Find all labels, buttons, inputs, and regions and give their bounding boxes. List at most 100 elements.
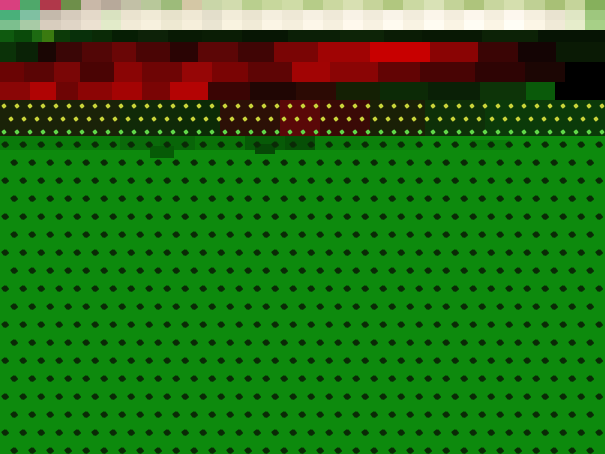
dotted-band-segment bbox=[320, 100, 370, 136]
photo-block bbox=[302, 20, 323, 30]
photo-block bbox=[363, 0, 384, 10]
dotted-band-segment bbox=[370, 100, 425, 136]
glitch-cell bbox=[0, 30, 14, 42]
photo-block bbox=[302, 10, 323, 20]
glitch-cell bbox=[168, 30, 202, 42]
field-color-blotches bbox=[0, 136, 605, 454]
glitch-cell bbox=[478, 42, 518, 62]
photo-block bbox=[524, 0, 545, 10]
photo-block-row bbox=[0, 10, 605, 20]
photo-block bbox=[363, 20, 384, 30]
photo-block bbox=[342, 10, 364, 20]
glitch-cell bbox=[138, 30, 168, 42]
photo-block bbox=[504, 10, 525, 20]
photo-block bbox=[121, 0, 142, 10]
glitch-cell bbox=[212, 62, 248, 82]
photo-block bbox=[80, 10, 101, 20]
photo-block bbox=[141, 10, 162, 20]
photo-block bbox=[181, 10, 202, 20]
glitch-cell bbox=[318, 42, 370, 62]
photo-block bbox=[544, 10, 565, 20]
photo-block bbox=[262, 0, 283, 10]
glitch-cell bbox=[556, 42, 605, 62]
photo-block bbox=[141, 0, 162, 10]
photo-block bbox=[0, 20, 21, 30]
glitch-cell bbox=[296, 82, 336, 100]
field-blotch bbox=[255, 144, 275, 154]
photo-block bbox=[484, 0, 505, 10]
photo-block bbox=[484, 10, 505, 20]
glitch-cell bbox=[78, 82, 112, 100]
photo-block bbox=[161, 20, 182, 30]
field-blotch bbox=[0, 136, 120, 150]
photo-block bbox=[40, 20, 61, 30]
photo-block bbox=[20, 10, 41, 20]
dotted-transition-band bbox=[0, 100, 605, 136]
field-blotch bbox=[195, 136, 245, 150]
glitch-cell bbox=[32, 30, 42, 42]
photo-block bbox=[100, 0, 122, 10]
glitch-cell bbox=[420, 62, 475, 82]
glitch-cell bbox=[538, 30, 605, 42]
photo-block bbox=[524, 20, 545, 30]
photo-block bbox=[584, 20, 605, 30]
green-mark-field bbox=[0, 136, 605, 454]
photo-block bbox=[423, 20, 444, 30]
photo-block bbox=[302, 0, 323, 10]
glitch-cell bbox=[250, 82, 296, 100]
photo-block bbox=[584, 0, 605, 10]
glitch-cell bbox=[248, 62, 292, 82]
glitch-cell bbox=[136, 42, 170, 62]
photo-block bbox=[100, 10, 122, 20]
photo-block bbox=[463, 0, 485, 10]
glitch-cell bbox=[112, 30, 138, 42]
glitch-cell bbox=[430, 42, 478, 62]
photo-block bbox=[60, 0, 81, 10]
glitch-cell bbox=[82, 42, 112, 62]
photo-block bbox=[242, 20, 263, 30]
photo-block bbox=[181, 20, 202, 30]
photo-block bbox=[322, 20, 343, 30]
glitch-cell bbox=[370, 42, 430, 62]
photo-block bbox=[423, 0, 444, 10]
photo-block bbox=[342, 0, 364, 10]
photo-block bbox=[564, 20, 585, 30]
glitch-cell bbox=[336, 82, 380, 100]
dotted-band-segment bbox=[485, 100, 605, 136]
glitch-cell bbox=[38, 42, 56, 62]
glitch-cell bbox=[42, 30, 54, 42]
glitch-cell bbox=[0, 62, 24, 82]
photo-block bbox=[20, 20, 41, 30]
photo-block bbox=[40, 10, 61, 20]
photo-block bbox=[282, 10, 303, 20]
photo-block bbox=[80, 0, 101, 10]
dotted-band-background bbox=[0, 100, 605, 136]
photo-block bbox=[423, 10, 444, 20]
glitch-cell bbox=[202, 30, 242, 42]
photo-block bbox=[463, 10, 485, 20]
dotted-band-segment bbox=[120, 100, 180, 136]
photo-block bbox=[443, 0, 464, 10]
field-blotch bbox=[420, 136, 605, 150]
glitch-cell bbox=[518, 42, 556, 62]
glitch-cell bbox=[422, 30, 482, 42]
photo-block bbox=[221, 10, 243, 20]
photo-block bbox=[504, 20, 525, 30]
pixelated-photo-strip bbox=[0, 0, 605, 30]
photo-block bbox=[443, 10, 464, 20]
glitch-cell bbox=[114, 62, 142, 82]
photo-block bbox=[403, 10, 424, 20]
glitch-cell bbox=[170, 42, 198, 62]
glitch-cell bbox=[475, 62, 525, 82]
glitch-cell bbox=[480, 82, 526, 100]
photo-block bbox=[282, 0, 303, 10]
glitch-cell bbox=[384, 30, 422, 42]
photo-block bbox=[181, 0, 202, 10]
photo-block bbox=[484, 20, 505, 30]
glitch-band-row bbox=[0, 30, 605, 42]
photo-block bbox=[121, 20, 142, 30]
glitch-band-row bbox=[0, 82, 605, 100]
photo-block bbox=[443, 20, 464, 30]
glitch-cell bbox=[16, 42, 38, 62]
